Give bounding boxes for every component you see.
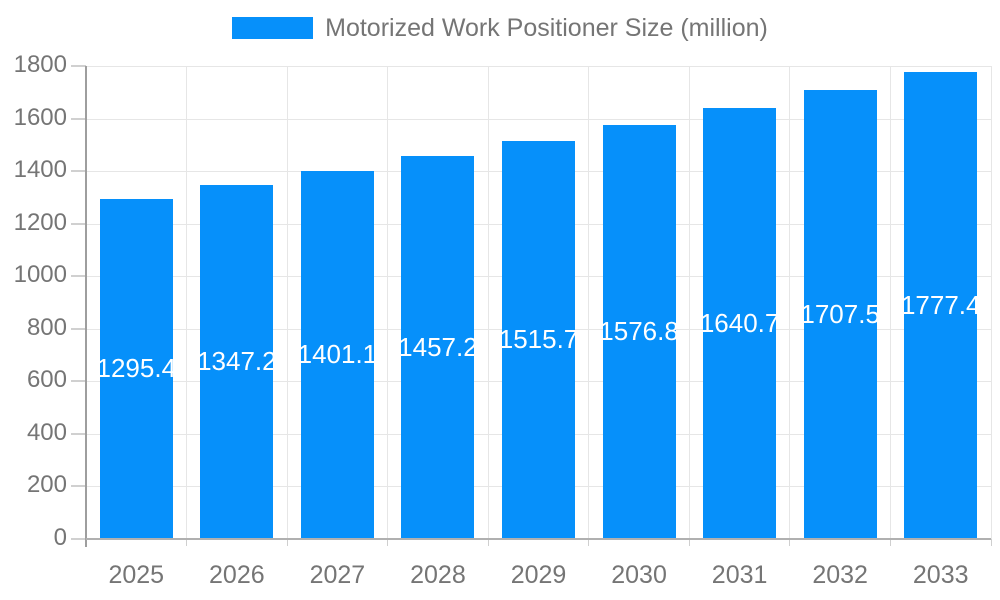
x-tick-mark bbox=[286, 539, 288, 546]
x-gridline bbox=[387, 66, 389, 539]
bar-2030[interactable]: 1576.8 bbox=[599, 124, 679, 539]
legend-swatch bbox=[232, 17, 314, 39]
x-gridline bbox=[588, 66, 590, 539]
bar-2026[interactable]: 1347.2 bbox=[197, 184, 277, 539]
y-axis-label: 600 bbox=[26, 366, 67, 394]
bar-value-label: 1576.8 bbox=[599, 316, 679, 347]
y-axis-label: 1600 bbox=[13, 103, 67, 131]
y-tick-mark bbox=[71, 117, 86, 120]
x-tick-mark bbox=[387, 539, 389, 546]
bar-2028[interactable]: 1457.2 bbox=[398, 156, 478, 539]
bar-2029[interactable]: 1515.7 bbox=[499, 140, 578, 539]
x-tick-mark bbox=[487, 539, 489, 546]
x-axis-label: 2033 bbox=[912, 561, 969, 589]
x-axis-label: 2026 bbox=[209, 561, 265, 589]
bar-2032[interactable]: 1707.5 bbox=[800, 90, 880, 539]
legend-item[interactable]: Motorized Work Positioner Size (million) bbox=[232, 14, 768, 43]
y-tick-mark bbox=[71, 275, 86, 278]
legend-label: Motorized Work Positioner Size (million) bbox=[325, 13, 768, 42]
x-gridline bbox=[186, 66, 188, 539]
x-tick-mark bbox=[688, 539, 690, 546]
y-gridline bbox=[86, 118, 991, 120]
y-axis-label: 1000 bbox=[13, 261, 67, 289]
bar-value-label: 1401.1 bbox=[297, 339, 378, 370]
x-gridline bbox=[990, 66, 992, 539]
y-tick-mark bbox=[71, 222, 86, 225]
x-axis-label: 2031 bbox=[711, 561, 768, 589]
x-axis-label: 2027 bbox=[309, 561, 366, 589]
bar-value-label: 1640.7 bbox=[699, 307, 780, 338]
y-axis-label: 0 bbox=[53, 523, 67, 551]
bar-2033[interactable]: 1777.4 bbox=[901, 71, 980, 539]
y-axis-label: 800 bbox=[26, 313, 67, 341]
y-axis-label: 1200 bbox=[13, 208, 67, 236]
y-axis-label: 1800 bbox=[13, 50, 67, 78]
y-axis-label: 400 bbox=[26, 418, 67, 446]
x-tick-mark bbox=[990, 539, 992, 546]
y-tick-mark bbox=[71, 538, 86, 540]
y-axis-line bbox=[85, 66, 87, 547]
bar-2031[interactable]: 1640.7 bbox=[700, 107, 779, 539]
y-tick-mark bbox=[71, 380, 86, 383]
bar-value-label: 1707.5 bbox=[800, 299, 880, 330]
x-axis-label: 2028 bbox=[410, 561, 466, 589]
x-tick-mark bbox=[789, 539, 791, 546]
bar-value-label: 1777.4 bbox=[900, 289, 981, 320]
bar-value-label: 1295.4 bbox=[96, 353, 177, 384]
bar-value-label: 1347.2 bbox=[197, 346, 277, 377]
bar-2025[interactable]: 1295.4 bbox=[97, 198, 176, 539]
x-axis-baseline bbox=[86, 538, 991, 540]
x-gridline bbox=[688, 66, 690, 539]
x-gridline bbox=[487, 66, 489, 539]
x-axis-label: 2029 bbox=[510, 561, 567, 589]
y-axis-label: 200 bbox=[26, 471, 67, 499]
x-tick-mark bbox=[588, 539, 590, 546]
x-gridline bbox=[889, 66, 891, 539]
y-gridline bbox=[86, 66, 991, 67]
bar-value-label: 1457.2 bbox=[398, 332, 478, 363]
bar-2027[interactable]: 1401.1 bbox=[298, 170, 377, 539]
y-tick-mark bbox=[71, 485, 86, 488]
x-axis-label: 2032 bbox=[812, 561, 868, 589]
x-gridline bbox=[789, 66, 791, 539]
x-axis-label: 2030 bbox=[611, 561, 667, 589]
legend: Motorized Work Positioner Size (million) bbox=[0, 0, 1000, 56]
x-axis-label: 2025 bbox=[108, 561, 165, 589]
plot-area: 1295.4 1347.2 1401.1 1457.2 1515.7 1576.8 1640… bbox=[86, 66, 992, 539]
y-tick-mark bbox=[71, 432, 86, 435]
bar-value-label: 1515.7 bbox=[498, 324, 579, 355]
y-tick-mark bbox=[71, 327, 86, 330]
y-tick-mark bbox=[71, 170, 86, 173]
x-gridline bbox=[286, 66, 288, 539]
y-tick-mark bbox=[71, 65, 86, 67]
y-axis-label: 1400 bbox=[13, 155, 67, 183]
x-tick-mark bbox=[186, 539, 188, 546]
x-tick-mark bbox=[889, 539, 891, 546]
